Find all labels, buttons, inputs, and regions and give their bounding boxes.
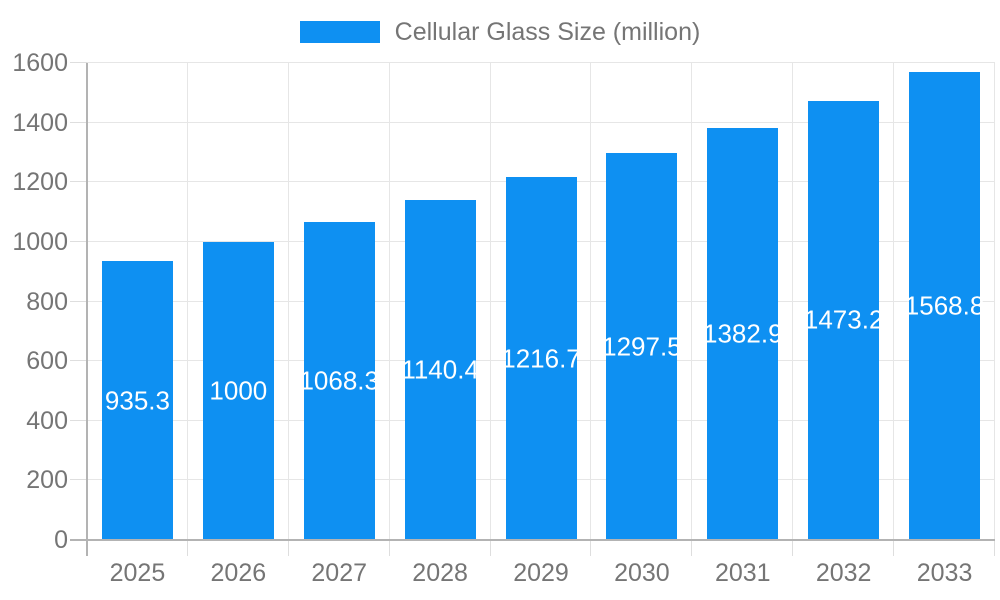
- y-axis-tick: [70, 121, 87, 123]
- x-gridline: [186, 63, 188, 540]
- x-axis-tick-label: 2026: [210, 559, 267, 587]
- y-axis-tick-label: 600: [26, 347, 68, 376]
- x-axis-tick-label: 2029: [513, 559, 569, 587]
- y-axis-tick-label: 1400: [12, 108, 68, 137]
- x-gridline: [691, 63, 693, 540]
- x-axis-tick-label: 2030: [614, 559, 670, 587]
- x-gridline: [388, 63, 390, 540]
- plot-area: 935.3 1000 1068.3 1140.4 1216.7 1297.5 1382.9 1…: [87, 62, 995, 540]
- x-gridline: [489, 63, 491, 540]
- x-axis-tick: [186, 540, 188, 556]
- x-axis-tick-label: 2028: [412, 559, 468, 587]
- bar-value-label: 1382.9: [703, 318, 783, 349]
- y-axis-tick: [70, 300, 87, 302]
- y-axis-tick-label: 0: [54, 526, 68, 554]
- y-axis-tick: [70, 181, 87, 183]
- bar: [909, 72, 981, 540]
- x-axis-tick: [994, 540, 995, 556]
- x-axis-tick: [590, 540, 592, 556]
- x-axis-tick-label: 2027: [311, 559, 368, 587]
- y-axis-tick-label: 800: [26, 287, 68, 316]
- x-axis-tick-label: 2025: [109, 559, 166, 587]
- bar-value-label: 1000: [209, 375, 268, 406]
- x-gridline: [893, 63, 895, 540]
- x-axis-line: [70, 539, 995, 541]
- x-axis-tick-label: 2033: [916, 559, 973, 587]
- bar: [808, 100, 880, 540]
- bar-value-label: 935.3: [104, 385, 170, 416]
- y-axis-tick: [70, 62, 87, 63]
- x-gridline: [590, 63, 592, 540]
- y-axis-tick: [70, 419, 87, 421]
- bar: [101, 261, 173, 540]
- y-axis-tick: [70, 360, 87, 362]
- y-axis-tick-label: 1600: [12, 49, 68, 77]
- bar: [202, 241, 274, 540]
- y-axis-tick-label: 1000: [12, 227, 68, 256]
- y-axis-tick-label: 200: [26, 466, 68, 495]
- bar-value-label: 1068.3: [299, 365, 379, 396]
- y-axis-line: [86, 63, 88, 556]
- x-axis-tick-label: 2031: [714, 559, 771, 587]
- bar: [505, 177, 577, 540]
- x-gridline: [792, 63, 794, 540]
- bar-value-label: 1216.7: [501, 343, 581, 374]
- bar-value-label: 1568.8: [904, 290, 985, 321]
- y-axis-tick-label: 1200: [12, 168, 68, 197]
- legend: Cellular Glass Size (million): [0, 18, 1000, 46]
- x-axis-tick: [893, 540, 895, 556]
- x-axis-tick: [691, 540, 693, 556]
- y-gridline: [87, 121, 995, 123]
- bar-value-label: 1473.2: [803, 304, 884, 335]
- legend-swatch: [299, 21, 380, 43]
- y-gridline: [87, 62, 995, 63]
- x-axis-tick-label: 2032: [815, 559, 872, 587]
- legend-label: Cellular Glass Size (million): [394, 18, 701, 46]
- bar: [707, 127, 779, 540]
- bar-value-label: 1140.4: [401, 354, 479, 385]
- x-axis-tick: [388, 540, 390, 556]
- y-axis-tick: [70, 479, 87, 481]
- bar-value-label: 1297.5: [602, 331, 682, 362]
- x-gridline: [287, 63, 289, 540]
- bar: [404, 200, 476, 540]
- x-axis-tick: [287, 540, 289, 556]
- y-axis-tick: [70, 240, 87, 242]
- x-axis-tick: [489, 540, 491, 556]
- bar: [606, 153, 678, 540]
- x-axis-tick: [792, 540, 794, 556]
- bar: [303, 221, 375, 540]
- y-axis-tick-label: 400: [26, 406, 68, 435]
- x-gridline: [994, 63, 995, 540]
